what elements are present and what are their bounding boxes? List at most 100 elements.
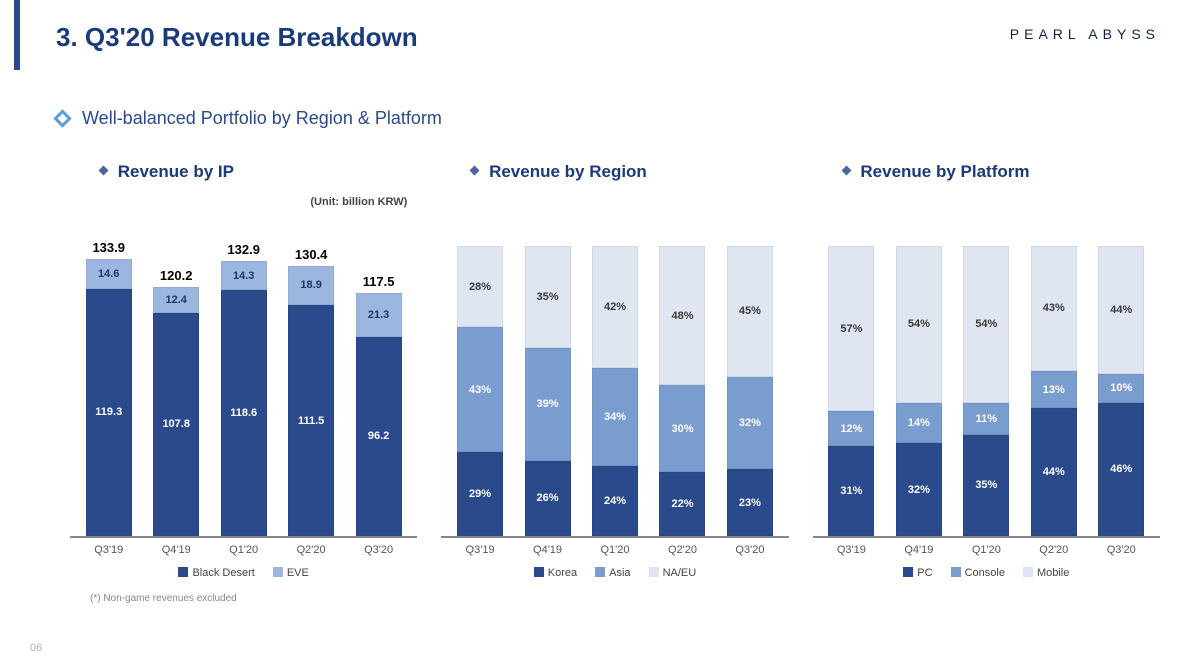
bar-stack: 35%39%26% — [525, 246, 571, 536]
chart-column: 43%13%44%Q2'20 — [1025, 246, 1082, 536]
bullet-icon — [470, 166, 480, 176]
bar-stack: 54%11%35% — [963, 246, 1009, 536]
bar-segment: 111.5 — [288, 305, 334, 536]
bar-segment: 35% — [525, 246, 571, 348]
category-label: Q4'19 — [904, 544, 933, 556]
bar-stack: 14.3118.6 — [221, 261, 267, 536]
bar-segment: 22% — [659, 472, 705, 536]
chart-ip: Revenue by IP (Unit: billion KRW) 133.9 1… — [70, 162, 417, 604]
category-label: Q2'20 — [1039, 544, 1068, 556]
bar-stack: 48%30%22% — [659, 246, 705, 536]
bar-segment: 21.3 — [356, 293, 402, 337]
bar-segment: 44% — [1098, 246, 1144, 374]
bar-segment: 44% — [1031, 408, 1077, 536]
bar-segment: 13% — [1031, 371, 1077, 409]
chart-column: 120.212.4107.8Q4'19 — [147, 268, 204, 536]
chart-platform: Revenue by Platform 57%12%31%Q3'1954%14%… — [813, 162, 1160, 604]
chart-column: 44%10%46%Q3'20 — [1093, 246, 1150, 536]
bar-total-label: 117.5 — [363, 274, 395, 289]
bar-segment: 54% — [963, 246, 1009, 403]
chart-column: 35%39%26%Q4'19 — [519, 246, 576, 536]
bar-segment: 32% — [896, 443, 942, 536]
bar-segment: 11% — [963, 403, 1009, 435]
bar-segment: 14.3 — [221, 261, 267, 291]
chart-column: 130.418.9111.5Q2'20 — [282, 247, 339, 536]
page-title: 3. Q3'20 Revenue Breakdown — [56, 22, 418, 53]
chart-ip-title: Revenue by IP — [70, 162, 417, 182]
chart-column: 57%12%31%Q3'19 — [823, 246, 880, 536]
chart-column: 48%30%22%Q2'20 — [654, 246, 711, 536]
bar-stack: 14.6119.3 — [86, 259, 132, 536]
bar-segment: 46% — [1098, 403, 1144, 536]
chart-region: Revenue by Region 28%43%29%Q3'1935%39%26… — [441, 162, 788, 604]
bar-segment: 43% — [1031, 246, 1077, 371]
category-label: Q4'19 — [533, 544, 562, 556]
bar-segment: 23% — [727, 469, 773, 536]
bar-segment: 43% — [457, 327, 503, 452]
bullet-icon — [841, 166, 851, 176]
category-label: Q3'20 — [1107, 544, 1136, 556]
bar-stack: 28%43%29% — [457, 246, 503, 536]
page-number: 06 — [30, 642, 42, 654]
bar-segment: 35% — [963, 435, 1009, 537]
bar-total-label: 130.4 — [295, 247, 328, 262]
legend-swatch — [649, 567, 659, 577]
bar-stack: 45%32%23% — [727, 246, 773, 536]
category-label: Q4'19 — [162, 544, 191, 556]
bar-stack: 44%10%46% — [1098, 246, 1144, 536]
chart-ip-plot: 133.914.6119.3Q3'19120.212.4107.8Q4'1913… — [70, 208, 417, 538]
legend-swatch — [178, 567, 188, 577]
bar-segment: 30% — [659, 385, 705, 472]
bar-total-label: 120.2 — [160, 268, 193, 283]
accent-bar — [14, 0, 20, 70]
bar-segment: 14.6 — [86, 259, 132, 289]
bar-segment: 29% — [457, 452, 503, 536]
chart-column: 117.521.396.2Q3'20 — [350, 274, 407, 536]
category-label: Q3'19 — [94, 544, 123, 556]
chart-column: 28%43%29%Q3'19 — [451, 246, 508, 536]
bar-segment: 24% — [592, 466, 638, 536]
legend-item: Korea — [534, 566, 577, 579]
bar-stack: 57%12%31% — [828, 246, 874, 536]
bar-stack: 12.4107.8 — [153, 287, 199, 536]
bar-stack: 54%14%32% — [896, 246, 942, 536]
category-label: Q3'19 — [837, 544, 866, 556]
category-label: Q3'20 — [364, 544, 393, 556]
chart-region-legend: KoreaAsiaNA/EU — [441, 566, 788, 579]
chart-column: 54%11%35%Q1'20 — [958, 246, 1015, 536]
legend-swatch — [1023, 567, 1033, 577]
bar-segment: 45% — [727, 246, 773, 377]
bar-segment: 48% — [659, 246, 705, 385]
legend-item: PC — [903, 566, 932, 579]
bar-segment: 31% — [828, 446, 874, 536]
legend-item: EVE — [273, 566, 309, 579]
chart-column: 133.914.6119.3Q3'19 — [80, 240, 137, 536]
legend-swatch — [595, 567, 605, 577]
chart-column: 42%34%24%Q1'20 — [586, 246, 643, 536]
chart-column: 54%14%32%Q4'19 — [890, 246, 947, 536]
chart-platform-legend: PCConsoleMobile — [813, 566, 1160, 579]
legend-swatch — [951, 567, 961, 577]
bar-total-label: 133.9 — [92, 240, 125, 255]
legend-item: Console — [951, 566, 1005, 579]
legend-swatch — [903, 567, 913, 577]
bar-segment: 57% — [828, 246, 874, 411]
chart-ip-unit: (Unit: billion KRW) — [310, 196, 407, 208]
bar-segment: 32% — [727, 377, 773, 470]
bar-segment: 107.8 — [153, 313, 199, 536]
bar-stack: 43%13%44% — [1031, 246, 1077, 536]
category-label: Q2'20 — [297, 544, 326, 556]
legend-item: Black Desert — [178, 566, 254, 579]
chart-column: 132.914.3118.6Q1'20 — [215, 242, 272, 536]
legend-swatch — [273, 567, 283, 577]
bar-total-label: 132.9 — [227, 242, 260, 257]
legend-item: Asia — [595, 566, 630, 579]
chart-ip-footnote: (*) Non-game revenues excluded — [70, 593, 417, 604]
bar-segment: 42% — [592, 246, 638, 368]
bar-segment: 18.9 — [288, 266, 334, 305]
bar-segment: 39% — [525, 348, 571, 461]
charts-container: Revenue by IP (Unit: billion KRW) 133.9 1… — [70, 162, 1160, 604]
bar-segment: 54% — [896, 246, 942, 403]
chart-column: 45%32%23%Q3'20 — [721, 246, 778, 536]
diamond-icon — [53, 109, 71, 127]
